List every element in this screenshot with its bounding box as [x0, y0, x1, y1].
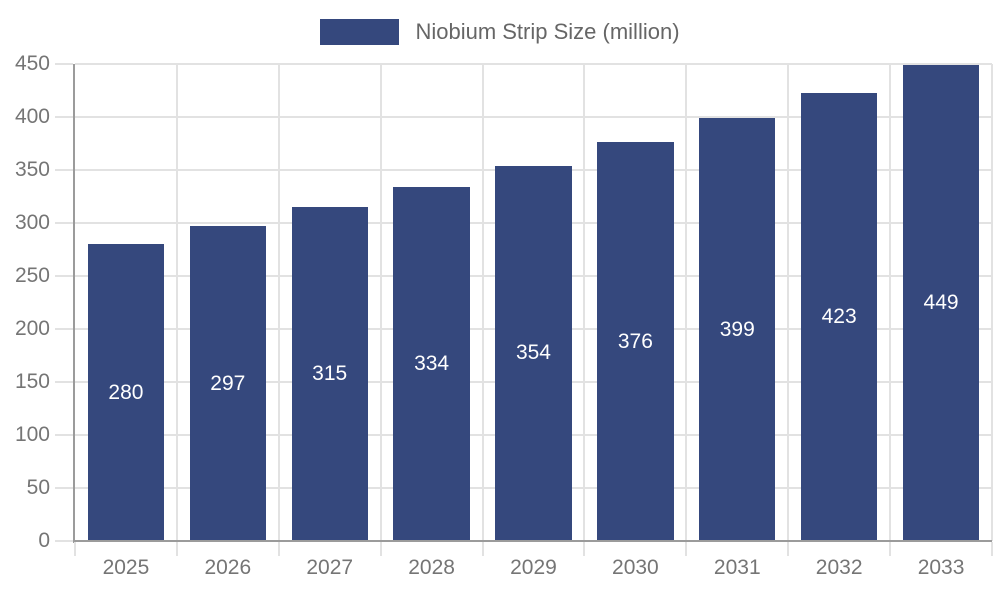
v-gridline-8	[889, 64, 892, 541]
bar-value-label-2032: 423	[821, 304, 857, 328]
plot-area: 280 297 315 334 354 376 399 423 449	[75, 63, 993, 541]
x-tick-label-2029: 2029	[510, 556, 557, 579]
y-tick-150	[55, 381, 73, 383]
y-tick-250	[55, 275, 73, 277]
bar-2031: 399	[699, 118, 776, 541]
bar-value-label-2027: 315	[312, 362, 348, 386]
y-tick-200	[55, 328, 73, 330]
bar-value-label-2026: 297	[210, 371, 246, 395]
legend[interactable]: Niobium Strip Size (million)	[0, 14, 1000, 50]
bar-2027: 315	[291, 207, 368, 541]
v-gridline-1	[175, 64, 178, 541]
bar-2032: 423	[800, 92, 878, 541]
x-tick-3	[379, 542, 382, 556]
y-tick-label-100: 100	[14, 423, 50, 446]
v-gridline-4	[481, 64, 484, 541]
bar-value-label-2028: 334	[414, 351, 450, 375]
y-tick-label-350: 350	[14, 158, 50, 181]
y-tick-300	[55, 222, 73, 224]
y-tick-label-150: 150	[14, 370, 50, 393]
bar-2029: 354	[495, 165, 572, 541]
bar-2026: 297	[189, 226, 267, 541]
x-tick-label-2025: 2025	[102, 556, 150, 579]
x-tick-5	[583, 542, 586, 556]
y-tick-0	[55, 540, 73, 542]
x-tick-0	[74, 542, 76, 556]
bar-value-label-2025: 280	[108, 380, 144, 404]
bar-2025: 280	[87, 244, 165, 541]
x-tick-label-2027: 2027	[306, 556, 354, 579]
v-gridline-7	[787, 64, 790, 541]
x-tick-label-2033: 2033	[917, 556, 965, 579]
v-gridline-6	[685, 64, 688, 541]
y-tick-label-450: 450	[14, 52, 50, 75]
y-tick-350	[55, 169, 73, 171]
bar-value-label-2029: 354	[515, 341, 551, 365]
x-tick-6	[685, 542, 688, 556]
y-tick-label-300: 300	[14, 211, 50, 234]
v-gridline-3	[379, 64, 382, 541]
x-tick-9	[991, 542, 993, 556]
x-tick-8	[889, 542, 892, 556]
y-axis-line	[73, 64, 75, 543]
legend-label: Niobium Strip Size (million)	[415, 19, 680, 44]
x-tick-label-2031: 2031	[713, 556, 761, 579]
x-tick-1	[175, 542, 178, 556]
y-tick-label-250: 250	[14, 264, 50, 287]
v-gridline-5	[583, 64, 586, 541]
h-gridline-450	[75, 63, 992, 65]
y-tick-label-0: 0	[38, 529, 50, 552]
v-gridline-9	[991, 64, 993, 541]
x-tick-label-2032: 2032	[815, 556, 863, 579]
v-gridline-2	[277, 64, 280, 541]
x-axis-line	[73, 540, 992, 542]
legend-swatch	[320, 19, 400, 45]
y-tick-100	[55, 434, 73, 436]
bar-value-label-2031: 399	[719, 317, 755, 341]
y-tick-label-50: 50	[26, 476, 50, 499]
bar-value-label-2030: 376	[617, 329, 653, 353]
h-gridline-400	[75, 116, 992, 118]
y-tick-50	[55, 487, 73, 489]
x-tick-label-2030: 2030	[612, 556, 659, 579]
bar-2028: 334	[393, 186, 470, 541]
bar-2033: 449	[902, 65, 980, 541]
x-tick-label-2028: 2028	[408, 556, 455, 579]
y-tick-400	[55, 116, 73, 118]
y-tick-450	[55, 63, 73, 65]
y-tick-label-400: 400	[14, 105, 50, 128]
x-tick-7	[787, 542, 790, 556]
x-tick-4	[481, 542, 484, 556]
bar-2030: 376	[597, 142, 674, 541]
y-tick-label-200: 200	[14, 317, 50, 340]
x-tick-2	[277, 542, 280, 556]
bar-value-label-2033: 449	[923, 291, 959, 315]
x-tick-label-2026: 2026	[204, 556, 252, 579]
